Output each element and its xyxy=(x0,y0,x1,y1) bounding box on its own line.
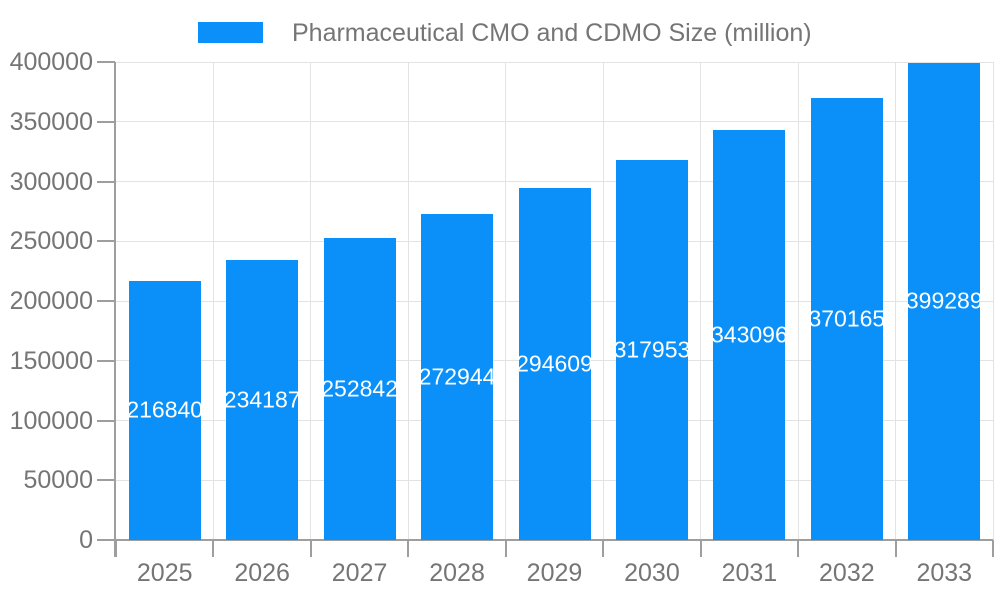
x-axis-tick xyxy=(212,540,215,557)
gridline-vertical xyxy=(700,62,702,540)
bar-value-label: 252842 xyxy=(323,375,396,402)
gridline-vertical xyxy=(407,62,409,540)
gridline-horizontal xyxy=(116,61,993,63)
x-tick-label: 2025 xyxy=(136,559,193,587)
y-tick-label: 400000 xyxy=(9,48,93,76)
y-tick-label: 350000 xyxy=(9,107,93,136)
x-tick-label: 2033 xyxy=(916,559,973,587)
y-axis-tick xyxy=(97,479,115,482)
y-axis-tick xyxy=(97,180,115,183)
x-tick-label: 2026 xyxy=(234,559,290,587)
bar[interactable]: 399289 xyxy=(908,62,981,540)
y-tick-label: 150000 xyxy=(9,346,93,375)
x-axis-tick xyxy=(309,540,312,557)
bar-value-label: 234187 xyxy=(226,386,299,413)
x-axis-tick xyxy=(797,540,800,557)
bar-value-label: 317953 xyxy=(615,336,688,363)
gridline-vertical xyxy=(505,62,507,540)
bar-value-label: 399289 xyxy=(908,287,981,314)
y-axis-tick xyxy=(97,61,115,63)
y-axis-tick xyxy=(97,240,115,243)
bar[interactable]: 216840 xyxy=(128,280,201,540)
gridline-vertical xyxy=(992,62,994,540)
x-axis-tick xyxy=(115,540,117,557)
y-axis-tick xyxy=(97,300,115,302)
y-tick-label: 200000 xyxy=(9,287,93,315)
legend-label: Pharmaceutical CMO and CDMO Size (millio… xyxy=(292,19,812,47)
bar-value-label: 370165 xyxy=(810,305,883,332)
x-axis-line xyxy=(97,539,993,541)
bar[interactable]: 234187 xyxy=(226,260,299,540)
x-axis-tick xyxy=(504,540,507,557)
gridline-horizontal xyxy=(116,181,993,182)
y-axis-tick xyxy=(97,419,115,422)
bar-value-label: 294609 xyxy=(518,350,591,377)
gridline-vertical xyxy=(895,62,897,540)
y-tick-label: 50000 xyxy=(23,466,93,495)
x-axis-tick xyxy=(992,540,994,557)
legend-swatch xyxy=(198,22,263,43)
bar[interactable]: 252842 xyxy=(323,237,396,540)
y-tick-label: 250000 xyxy=(9,227,93,256)
x-axis-tick xyxy=(699,540,702,557)
x-tick-label: 2030 xyxy=(624,559,680,587)
y-axis-tick xyxy=(97,120,115,123)
y-axis-line xyxy=(114,62,116,557)
bar[interactable]: 272944 xyxy=(421,213,494,540)
x-axis-tick xyxy=(602,540,605,557)
x-tick-label: 2027 xyxy=(331,559,388,587)
bar[interactable]: 294609 xyxy=(518,187,591,540)
bar-value-label: 216840 xyxy=(128,396,201,423)
y-tick-label: 100000 xyxy=(9,406,93,435)
gridline-horizontal xyxy=(116,121,993,123)
bar[interactable]: 370165 xyxy=(810,97,883,540)
x-tick-label: 2028 xyxy=(429,559,485,587)
gridline-vertical xyxy=(212,62,214,540)
bar[interactable]: 343096 xyxy=(713,130,786,540)
x-tick-label: 2031 xyxy=(721,559,778,587)
bar-value-label: 343096 xyxy=(713,321,786,348)
x-axis-tick xyxy=(894,540,897,557)
bar-value-label: 272944 xyxy=(421,363,494,390)
y-axis-tick xyxy=(97,359,115,362)
y-tick-label: 300000 xyxy=(9,167,93,196)
gridline-vertical xyxy=(310,62,312,540)
x-tick-label: 2032 xyxy=(819,559,875,587)
bar[interactable]: 317953 xyxy=(615,160,688,540)
gridline-vertical xyxy=(602,62,604,540)
x-axis-tick xyxy=(407,540,410,557)
gridline-vertical xyxy=(797,62,799,540)
x-tick-label: 2029 xyxy=(526,559,583,587)
y-tick-label: 0 xyxy=(79,526,93,554)
